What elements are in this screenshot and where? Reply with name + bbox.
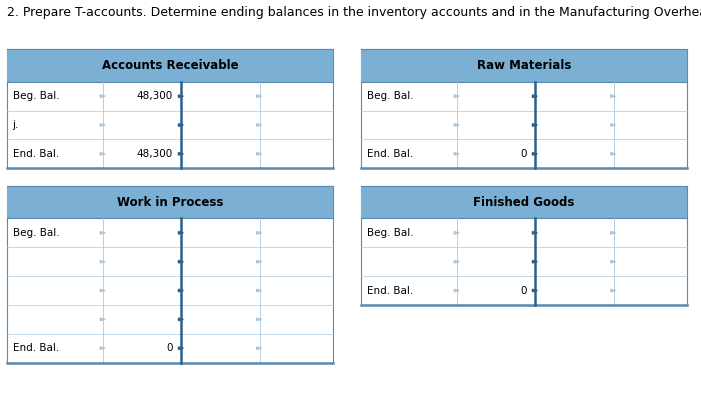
Text: Raw Materials: Raw Materials	[477, 59, 571, 72]
Polygon shape	[100, 152, 105, 155]
Polygon shape	[533, 260, 538, 263]
Polygon shape	[454, 95, 459, 98]
Polygon shape	[454, 124, 459, 126]
Polygon shape	[533, 289, 538, 292]
Text: 2. Prepare T-accounts. Determine ending balances in the inventory accounts and i: 2. Prepare T-accounts. Determine ending …	[7, 6, 701, 19]
Polygon shape	[257, 289, 261, 292]
Polygon shape	[257, 231, 261, 234]
Polygon shape	[179, 231, 184, 234]
Polygon shape	[533, 124, 538, 126]
Polygon shape	[100, 318, 105, 321]
Polygon shape	[100, 260, 105, 263]
Text: Accounts Receivable: Accounts Receivable	[102, 59, 238, 72]
Text: j.: j.	[13, 120, 19, 130]
Text: 0: 0	[521, 149, 527, 159]
Polygon shape	[611, 289, 615, 292]
Polygon shape	[100, 124, 105, 126]
Polygon shape	[611, 231, 615, 234]
Text: End. Bal.: End. Bal.	[367, 149, 413, 159]
Text: 48,300: 48,300	[137, 91, 173, 101]
Bar	[7, 186, 333, 363]
Text: End. Bal.: End. Bal.	[13, 149, 59, 159]
Polygon shape	[257, 95, 261, 98]
Text: Work in Process: Work in Process	[117, 196, 223, 209]
Bar	[361, 186, 687, 218]
Text: Beg. Bal.: Beg. Bal.	[367, 228, 414, 238]
Polygon shape	[179, 152, 184, 155]
Polygon shape	[611, 152, 615, 155]
Text: End. Bal.: End. Bal.	[13, 343, 59, 353]
Polygon shape	[179, 95, 184, 98]
Text: Beg. Bal.: Beg. Bal.	[13, 91, 60, 101]
Polygon shape	[257, 318, 261, 321]
Polygon shape	[533, 152, 538, 155]
Polygon shape	[100, 231, 105, 234]
Polygon shape	[611, 124, 615, 126]
Text: Beg. Bal.: Beg. Bal.	[13, 228, 60, 238]
Polygon shape	[100, 95, 105, 98]
Polygon shape	[257, 152, 261, 155]
Text: 0: 0	[521, 286, 527, 295]
Polygon shape	[179, 289, 184, 292]
Polygon shape	[257, 347, 261, 350]
Text: 48,300: 48,300	[137, 149, 173, 159]
Text: Finished Goods: Finished Goods	[473, 196, 575, 209]
Polygon shape	[533, 231, 538, 234]
Text: End. Bal.: End. Bal.	[367, 286, 413, 295]
Polygon shape	[454, 260, 459, 263]
Polygon shape	[100, 289, 105, 292]
Polygon shape	[611, 260, 615, 263]
Polygon shape	[257, 124, 261, 126]
Polygon shape	[257, 260, 261, 263]
Polygon shape	[454, 289, 459, 292]
Text: 0: 0	[167, 343, 173, 353]
Polygon shape	[179, 347, 184, 350]
Bar	[361, 49, 687, 82]
Polygon shape	[179, 260, 184, 263]
Text: Beg. Bal.: Beg. Bal.	[367, 91, 414, 101]
Polygon shape	[611, 95, 615, 98]
Bar	[361, 49, 687, 168]
Bar	[7, 186, 333, 218]
Polygon shape	[179, 318, 184, 321]
Bar	[7, 49, 333, 168]
Polygon shape	[179, 124, 184, 126]
Polygon shape	[533, 95, 538, 98]
Polygon shape	[454, 152, 459, 155]
Polygon shape	[454, 231, 459, 234]
Bar	[7, 49, 333, 82]
Polygon shape	[100, 347, 105, 350]
Bar	[361, 186, 687, 305]
